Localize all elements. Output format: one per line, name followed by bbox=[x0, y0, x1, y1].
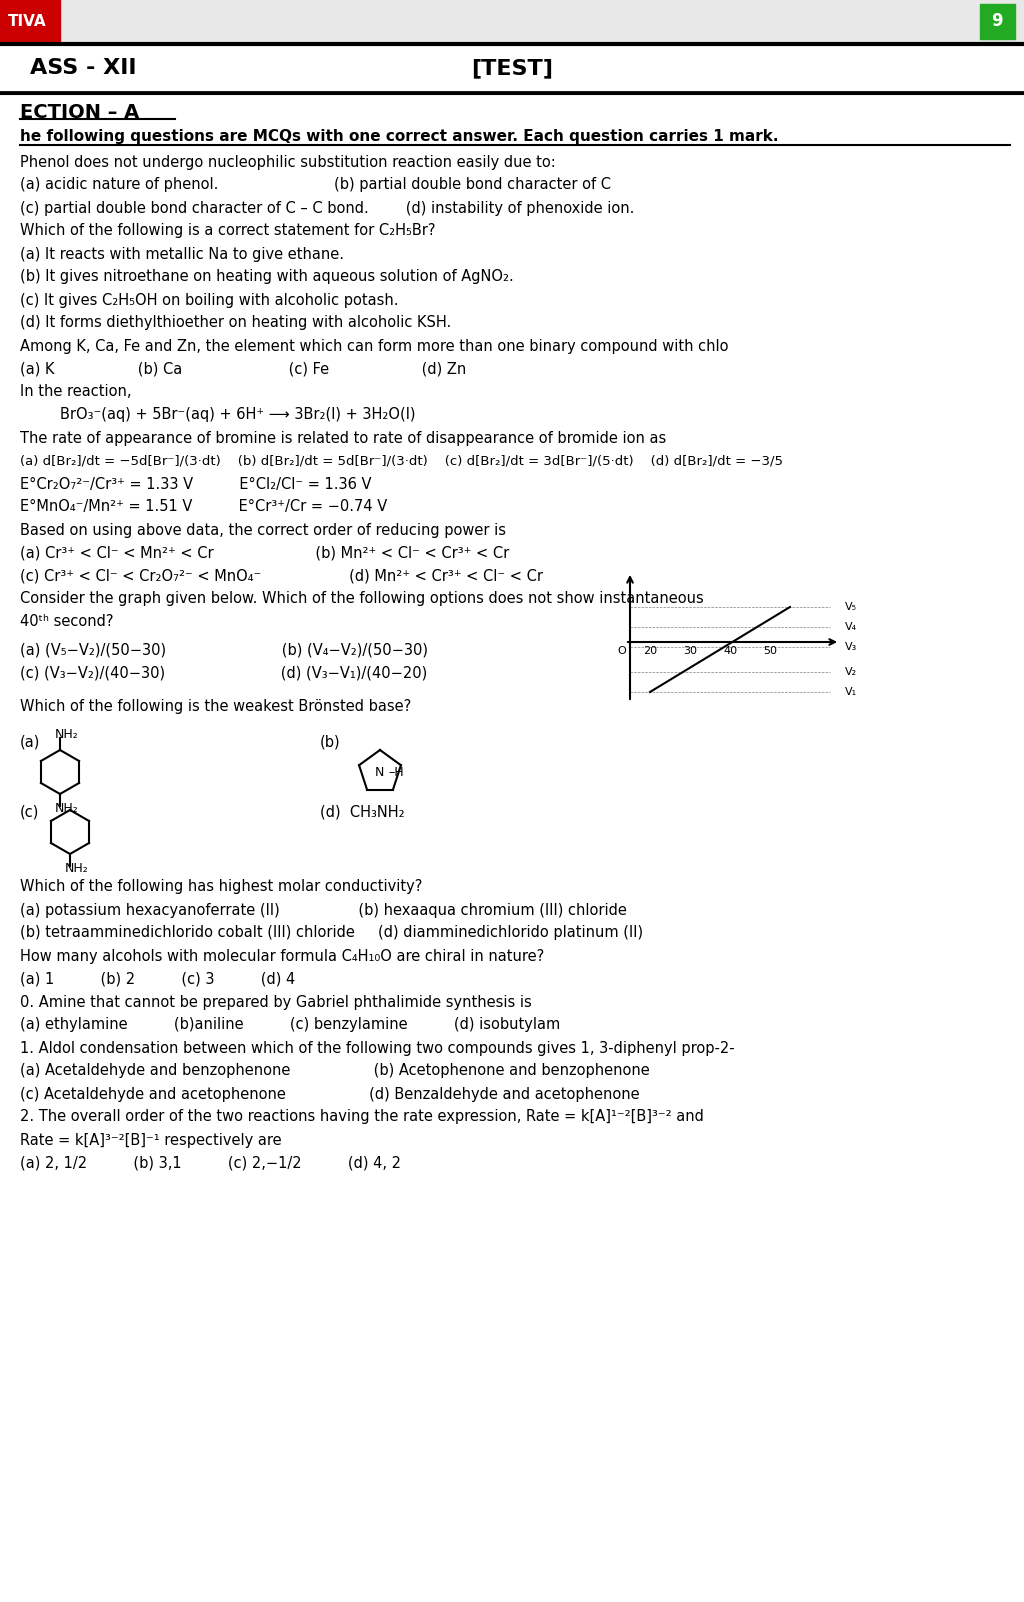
Text: –H: –H bbox=[388, 766, 403, 779]
Text: V₅: V₅ bbox=[845, 602, 857, 612]
Text: V₄: V₄ bbox=[845, 622, 857, 633]
Text: (d)  CH₃NH₂: (d) CH₃NH₂ bbox=[319, 804, 404, 820]
Text: Consider the graph given below. Which of the following options does not show ins: Consider the graph given below. Which of… bbox=[20, 591, 703, 607]
Text: (b) It gives nitroethane on heating with aqueous solution of AgNO₂.: (b) It gives nitroethane on heating with… bbox=[20, 269, 514, 285]
Text: TIVA: TIVA bbox=[8, 13, 47, 29]
Text: (a) acidic nature of phenol.                         (b) partial double bond cha: (a) acidic nature of phenol. (b) partial… bbox=[20, 178, 611, 192]
Text: NH₂: NH₂ bbox=[55, 803, 79, 815]
Text: 20: 20 bbox=[643, 646, 657, 655]
Text: 40ᵗʰ second?: 40ᵗʰ second? bbox=[20, 615, 114, 630]
Text: (c) partial double bond character of C – C bond.        (d) instability of pheno: (c) partial double bond character of C –… bbox=[20, 200, 635, 216]
Bar bbox=[980, 3, 1015, 38]
Text: E°Cr₂O₇²⁻/Cr³⁺ = 1.33 V          E°Cl₂/Cl⁻ = 1.36 V: E°Cr₂O₇²⁻/Cr³⁺ = 1.33 V E°Cl₂/Cl⁻ = 1.36… bbox=[20, 476, 372, 492]
Text: ECTION – A: ECTION – A bbox=[20, 103, 139, 122]
Text: ASS - XII: ASS - XII bbox=[30, 58, 136, 78]
Text: How many alcohols with molecular formula C₄H₁₀O are chiral in nature?: How many alcohols with molecular formula… bbox=[20, 948, 544, 963]
Text: (a) Acetaldehyde and benzophenone                  (b) Acetophenone and benzophe: (a) Acetaldehyde and benzophenone (b) Ac… bbox=[20, 1064, 650, 1078]
Text: (d) It forms diethylthioether on heating with alcoholic KSH.: (d) It forms diethylthioether on heating… bbox=[20, 316, 452, 330]
Text: Based on using above data, the correct order of reducing power is: Based on using above data, the correct o… bbox=[20, 522, 506, 538]
Text: 9: 9 bbox=[991, 11, 1002, 30]
Text: Which of the following is a correct statement for C₂H₅Br?: Which of the following is a correct stat… bbox=[20, 224, 435, 239]
Text: (a) It reacts with metallic Na to give ethane.: (a) It reacts with metallic Na to give e… bbox=[20, 247, 344, 261]
Text: Rate = k[A]³⁻²[B]⁻¹ respectively are: Rate = k[A]³⁻²[B]⁻¹ respectively are bbox=[20, 1133, 282, 1147]
Text: (a) K                  (b) Ca                       (c) Fe                    (d: (a) K (b) Ca (c) Fe (d bbox=[20, 362, 466, 376]
Text: he following questions are MCQs with one correct answer. Each question carries 1: he following questions are MCQs with one… bbox=[20, 130, 778, 144]
Text: (a) d[Br₂]/dt = −5d[Br⁻]/(3·dt)    (b) d[Br₂]/dt = 5d[Br⁻]/(3·dt)    (c) d[Br₂]/: (a) d[Br₂]/dt = −5d[Br⁻]/(3·dt) (b) d[Br… bbox=[20, 455, 783, 468]
Text: BrO₃⁻(aq) + 5Br⁻(aq) + 6H⁺ ⟶ 3Br₂(l) + 3H₂O(l): BrO₃⁻(aq) + 5Br⁻(aq) + 6H⁺ ⟶ 3Br₂(l) + 3… bbox=[60, 407, 416, 423]
Text: N: N bbox=[375, 766, 384, 779]
Text: NH₂: NH₂ bbox=[65, 862, 89, 876]
Text: 40: 40 bbox=[723, 646, 737, 655]
Text: (a) potassium hexacyanoferrate (II)                 (b) hexaaqua chromium (III) : (a) potassium hexacyanoferrate (II) (b) … bbox=[20, 902, 627, 918]
Text: V₃: V₃ bbox=[845, 642, 857, 652]
Text: Which of the following has highest molar conductivity?: Which of the following has highest molar… bbox=[20, 879, 422, 894]
Text: (a) 1          (b) 2          (c) 3          (d) 4: (a) 1 (b) 2 (c) 3 (d) 4 bbox=[20, 971, 295, 987]
Text: (a) (V₅−V₂)/(50−30)                         (b) (V₄−V₂)/(50−30): (a) (V₅−V₂)/(50−30) (b) (V₄−V₂)/(50−30) bbox=[20, 642, 428, 657]
Text: E°MnO₄⁻/Mn²⁺ = 1.51 V          E°Cr³⁺/Cr = −0.74 V: E°MnO₄⁻/Mn²⁺ = 1.51 V E°Cr³⁺/Cr = −0.74 … bbox=[20, 500, 387, 514]
Text: (a): (a) bbox=[20, 734, 40, 750]
Text: (c): (c) bbox=[20, 804, 39, 820]
Text: The rate of appearance of bromine is related to rate of disappearance of bromide: The rate of appearance of bromine is rel… bbox=[20, 431, 667, 445]
Text: Which of the following is the weakest Brönsted base?: Which of the following is the weakest Br… bbox=[20, 698, 412, 713]
Text: NH₂: NH₂ bbox=[55, 729, 79, 742]
Text: V₁: V₁ bbox=[845, 687, 857, 697]
Text: (a) ethylamine          (b)aniline          (c) benzylamine          (d) isobuty: (a) ethylamine (b)aniline (c) benzylamin… bbox=[20, 1017, 560, 1033]
Text: 50: 50 bbox=[763, 646, 777, 655]
Text: O: O bbox=[617, 646, 627, 655]
Text: (c) Cr³⁺ < Cl⁻ < Cr₂O₇²⁻ < MnO₄⁻                   (d) Mn²⁺ < Cr³⁺ < Cl⁻ < Cr: (c) Cr³⁺ < Cl⁻ < Cr₂O₇²⁻ < MnO₄⁻ (d) Mn²… bbox=[20, 569, 543, 583]
Text: 2. The overall order of the two reactions having the rate expression, Rate = k[A: 2. The overall order of the two reaction… bbox=[20, 1110, 703, 1125]
Bar bbox=[0, 0, 1024, 42]
Text: V₂: V₂ bbox=[845, 666, 857, 678]
Text: 1. Aldol condensation between which of the following two compounds gives 1, 3-di: 1. Aldol condensation between which of t… bbox=[20, 1041, 734, 1056]
Text: (a) Cr³⁺ < Cl⁻ < Mn²⁺ < Cr                      (b) Mn²⁺ < Cl⁻ < Cr³⁺ < Cr: (a) Cr³⁺ < Cl⁻ < Mn²⁺ < Cr (b) Mn²⁺ < Cl… bbox=[20, 546, 509, 561]
Text: Among K, Ca, Fe and Zn, the element which can form more than one binary compound: Among K, Ca, Fe and Zn, the element whic… bbox=[20, 338, 728, 354]
Text: (c) (V₃−V₂)/(40−30)                         (d) (V₃−V₁)/(40−20): (c) (V₃−V₂)/(40−30) (d) (V₃−V₁)/(40−20) bbox=[20, 665, 427, 681]
Text: (b) tetraamminedichlorido cobalt (III) chloride     (d) diamminedichlorido plati: (b) tetraamminedichlorido cobalt (III) c… bbox=[20, 926, 643, 940]
Text: 0. Amine that cannot be prepared by Gabriel phthalimide synthesis is: 0. Amine that cannot be prepared by Gabr… bbox=[20, 995, 531, 1009]
Bar bbox=[0, 0, 60, 42]
Text: 30: 30 bbox=[683, 646, 697, 655]
Text: (a) 2, 1/2          (b) 3,1          (c) 2,−1/2          (d) 4, 2: (a) 2, 1/2 (b) 3,1 (c) 2,−1/2 (d) 4, 2 bbox=[20, 1155, 401, 1171]
Text: In the reaction,: In the reaction, bbox=[20, 384, 131, 399]
Text: (b): (b) bbox=[319, 734, 341, 750]
Text: Phenol does not undergo nucleophilic substitution reaction easily due to:: Phenol does not undergo nucleophilic sub… bbox=[20, 154, 556, 170]
Text: (c) Acetaldehyde and acetophenone                  (d) Benzaldehyde and acetophe: (c) Acetaldehyde and acetophenone (d) Be… bbox=[20, 1086, 640, 1102]
Text: (c) It gives C₂H₅OH on boiling with alcoholic potash.: (c) It gives C₂H₅OH on boiling with alco… bbox=[20, 293, 398, 308]
Text: [TEST]: [TEST] bbox=[471, 58, 553, 78]
